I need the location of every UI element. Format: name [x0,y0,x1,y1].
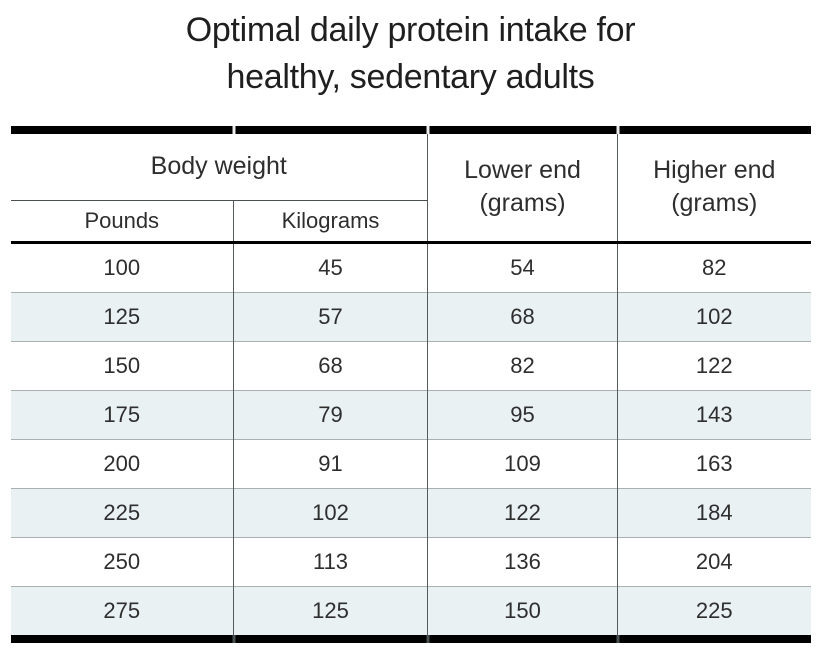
cell-pounds: 275 [10,585,234,635]
table-row: 200 91 109 163 [10,438,811,488]
header-lower-end-label: Lower end [464,156,581,185]
protein-table-container: Body weight Lower end (grams) Higher end… [10,126,811,643]
table-row: 125 57 68 102 [10,291,811,341]
cell-lower-end: 122 [427,487,619,537]
table-header: Body weight Lower end (grams) Higher end… [10,134,811,244]
cell-kilograms: 102 [233,487,429,537]
table-bottom-border [10,634,811,643]
cell-kilograms: 113 [233,536,429,586]
cell-higher-end: 143 [617,389,811,439]
cell-higher-end: 122 [617,340,811,390]
cell-lower-end: 109 [427,438,619,488]
cell-lower-end: 150 [427,585,619,635]
header-pounds: Pounds [10,200,234,244]
table-row: 175 79 95 143 [10,389,811,439]
header-body-weight: Body weight [10,134,429,201]
cell-kilograms: 79 [233,389,429,439]
header-kilograms: Kilograms [233,200,429,244]
cell-higher-end: 184 [617,487,811,537]
protein-intake-table: Body weight Lower end (grams) Higher end… [10,134,811,635]
table-row: 100 45 54 82 [10,242,811,292]
cell-lower-end: 54 [427,242,619,292]
cell-higher-end: 163 [617,438,811,488]
page-title: Optimal daily protein intake for healthy… [0,7,821,101]
cell-higher-end: 204 [617,536,811,586]
cell-pounds: 250 [10,536,234,586]
table-row: 275 125 150 225 [10,585,811,635]
cell-lower-end: 68 [427,291,619,341]
cell-kilograms: 91 [233,438,429,488]
cell-pounds: 150 [10,340,234,390]
title-line-2: healthy, sedentary adults [226,58,595,96]
header-lower-end: Lower end (grams) [427,134,619,244]
cell-kilograms: 125 [233,585,429,635]
title-line-1: Optimal daily protein intake for [185,11,636,49]
header-higher-end-label: Higher end [653,156,776,185]
cell-lower-end: 82 [427,340,619,390]
header-higher-end-unit: (grams) [671,189,758,218]
cell-pounds: 225 [10,487,234,537]
header-row-group: Body weight Lower end (grams) Higher end… [10,134,811,244]
cell-pounds: 125 [10,291,234,341]
table-row: 225 102 122 184 [10,487,811,537]
table-top-border [10,126,811,134]
cell-higher-end: 82 [702,254,727,280]
cell-higher-end: 102 [617,291,811,341]
cell-kilograms: 57 [233,291,429,341]
header-row-sub: Pounds Kilograms [10,200,811,244]
cell-kilograms: 68 [233,340,429,390]
cell-higher-end: 225 [617,585,811,635]
cell-pounds: 175 [10,389,234,439]
table-row: 150 68 82 122 [10,340,811,390]
cell-pounds: 100 [10,242,234,292]
header-higher-end: Higher end (grams) [617,134,811,244]
table-row: 250 113 136 204 [10,536,811,586]
cell-lower-end: 95 [427,389,619,439]
table-body: 100 45 54 82 125 57 68 102 150 68 82 122 [10,242,811,635]
cell-lower-end: 136 [427,536,619,586]
header-lower-end-unit: (grams) [479,189,566,218]
cell-kilograms: 45 [233,242,429,292]
cell-pounds: 200 [10,438,234,488]
